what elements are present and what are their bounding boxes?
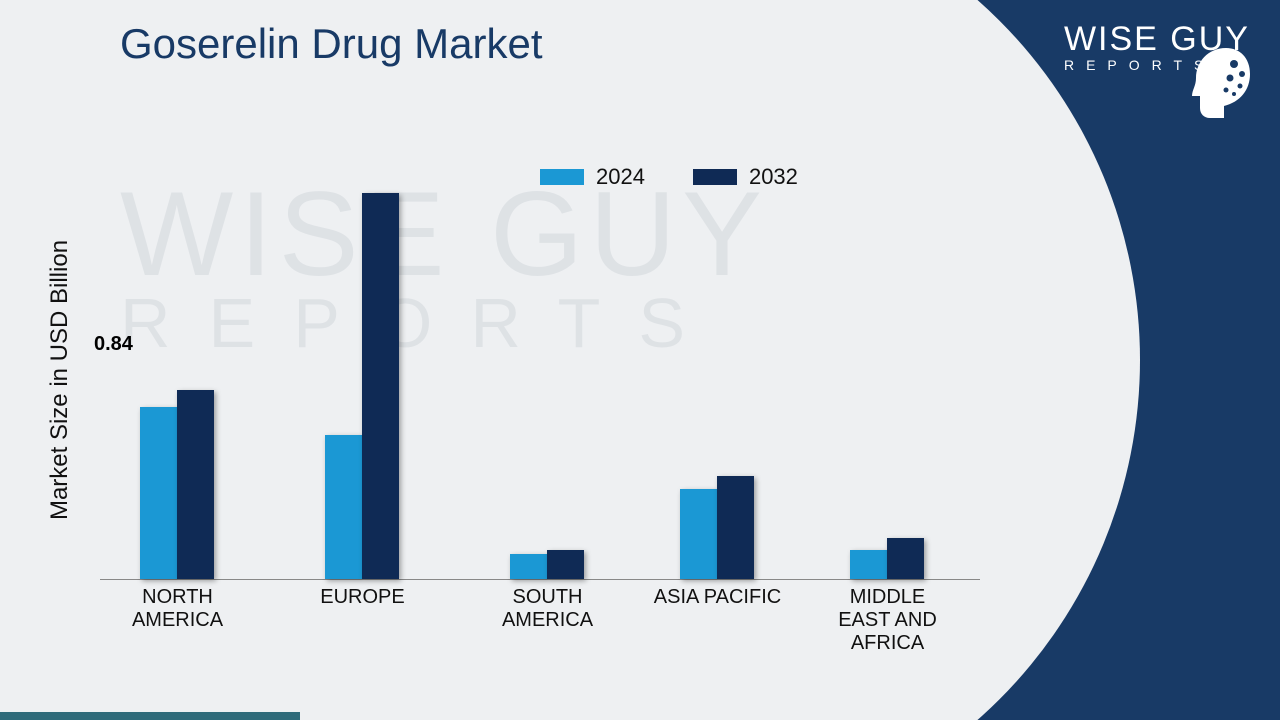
- brand-logo: WISE GUY REPORTS: [1064, 22, 1250, 72]
- value-label: 0.84: [94, 333, 133, 356]
- bar-2032: [887, 538, 924, 579]
- legend-item-2032: 2032: [693, 164, 798, 190]
- legend-label-2032: 2032: [749, 164, 798, 190]
- bar-2024: [680, 489, 717, 579]
- bar-2024: [140, 407, 177, 579]
- bar-2032: [547, 550, 584, 579]
- y-axis-label: Market Size in USD Billion: [46, 240, 74, 520]
- legend: 2024 2032: [540, 164, 798, 190]
- bar-2032: [717, 476, 754, 579]
- bar-2024: [510, 554, 547, 579]
- head-icon: [1190, 46, 1254, 120]
- legend-item-2024: 2024: [540, 164, 645, 190]
- bar-2024: [850, 550, 887, 579]
- category-label: ASIA PACIFIC: [653, 586, 783, 609]
- legend-label-2024: 2024: [596, 164, 645, 190]
- category-label: EUROPE: [298, 586, 428, 609]
- category-label: MIDDLE EAST AND AFRICA: [823, 586, 953, 655]
- category-label: SOUTH AMERICA: [483, 586, 613, 632]
- bar-2024: [325, 435, 362, 579]
- legend-swatch-2032: [693, 169, 737, 185]
- x-axis-baseline: [100, 579, 980, 580]
- bar-2032: [177, 390, 214, 579]
- bar-2032: [362, 193, 399, 579]
- legend-swatch-2024: [540, 169, 584, 185]
- category-label: NORTH AMERICA: [113, 586, 243, 632]
- chart-plot: 0.84: [100, 190, 980, 580]
- chart-title: Goserelin Drug Market: [120, 20, 542, 68]
- bottom-accent-strip: [0, 712, 300, 720]
